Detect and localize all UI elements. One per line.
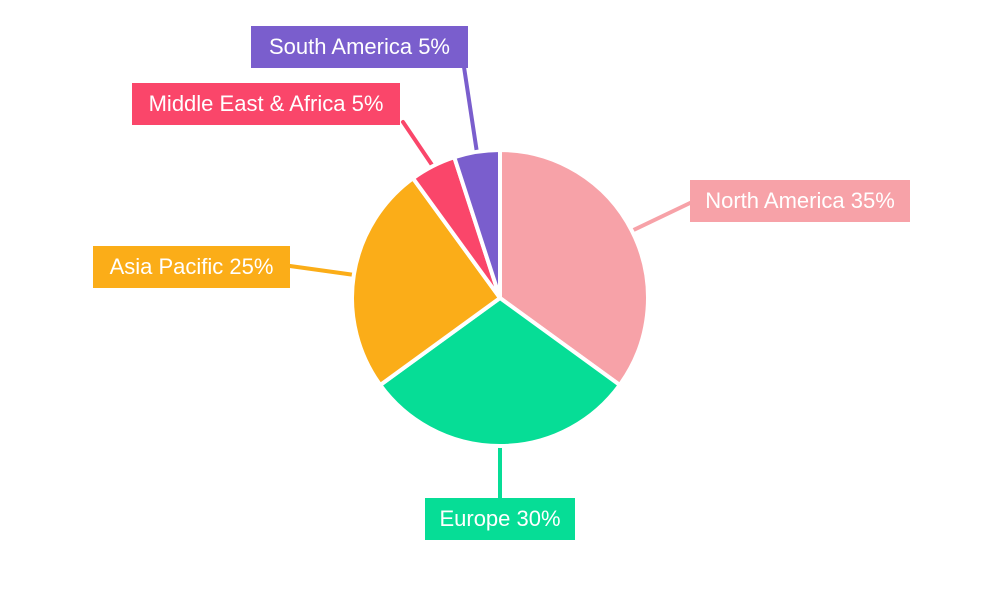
leader-line-asia-pacific	[288, 264, 356, 277]
pie-slice-europe[interactable]	[378, 296, 622, 448]
pie-label-south-america: South America 5%	[251, 26, 468, 68]
pie-label-text: Europe 30%	[439, 506, 561, 531]
leader-line-north-america	[629, 201, 692, 233]
leader-line-south-america	[462, 65, 479, 154]
pie-label-north-america: North America 35%	[690, 180, 910, 222]
pie-label-text: Middle East & Africa 5%	[148, 91, 384, 116]
pie-label-text: Asia Pacific 25%	[109, 254, 274, 279]
pie-label-asia-pacific: Asia Pacific 25%	[93, 246, 290, 288]
pie-label-text: South America 5%	[269, 34, 450, 59]
pie-label-text: North America 35%	[705, 188, 895, 213]
pie-slices-group	[350, 148, 650, 448]
pie-label-europe: Europe 30%	[425, 498, 575, 540]
leader-lines-group	[288, 65, 692, 500]
leader-line-middle-east-africa	[401, 120, 435, 169]
pie-slice-asia-pacific[interactable]	[350, 176, 502, 387]
pie-label-middle-east-africa: Middle East & Africa 5%	[132, 83, 400, 125]
pie-slice-south-america[interactable]	[452, 148, 502, 300]
pie-slice-north-america[interactable]	[498, 148, 650, 387]
